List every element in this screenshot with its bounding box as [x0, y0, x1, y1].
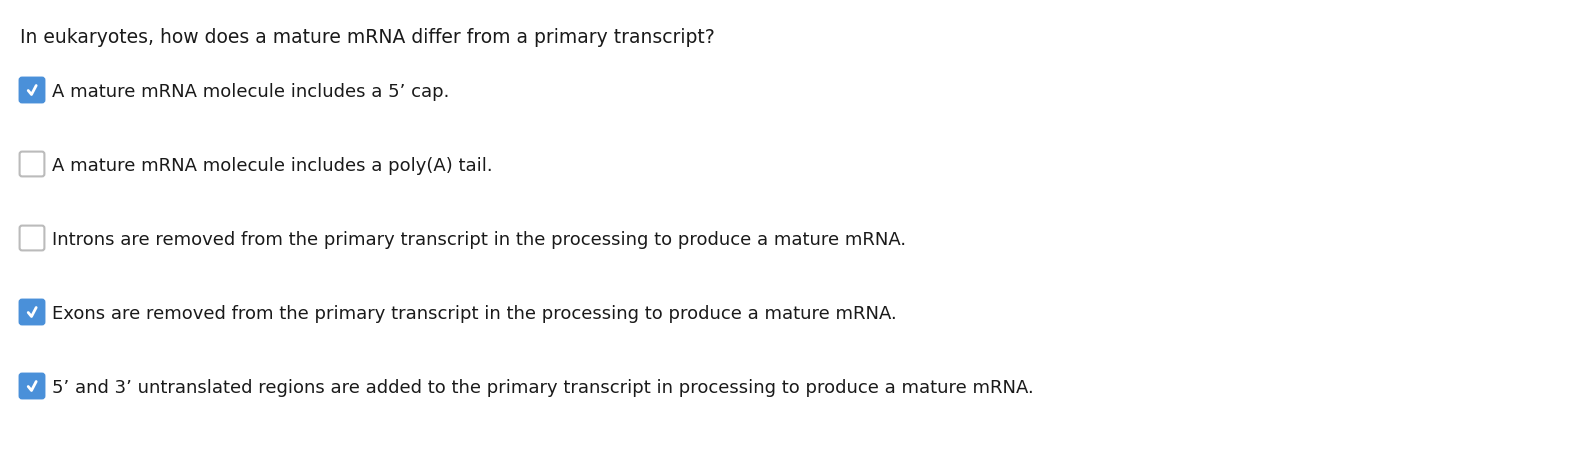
Text: Exons are removed from the primary transcript in the processing to produce a mat: Exons are removed from the primary trans… — [52, 305, 896, 323]
FancyBboxPatch shape — [19, 374, 44, 398]
Text: A mature mRNA molecule includes a poly(A) tail.: A mature mRNA molecule includes a poly(A… — [52, 157, 493, 175]
FancyBboxPatch shape — [19, 226, 44, 250]
Text: 5’ and 3’ untranslated regions are added to the primary transcript in processing: 5’ and 3’ untranslated regions are added… — [52, 379, 1034, 397]
Text: A mature mRNA molecule includes a 5’ cap.: A mature mRNA molecule includes a 5’ cap… — [52, 83, 450, 101]
Text: Introns are removed from the primary transcript in the processing to produce a m: Introns are removed from the primary tra… — [52, 231, 906, 249]
FancyBboxPatch shape — [19, 300, 44, 324]
FancyBboxPatch shape — [19, 78, 44, 103]
FancyBboxPatch shape — [19, 151, 44, 177]
Text: In eukaryotes, how does a mature mRNA differ from a primary transcript?: In eukaryotes, how does a mature mRNA di… — [21, 28, 715, 47]
